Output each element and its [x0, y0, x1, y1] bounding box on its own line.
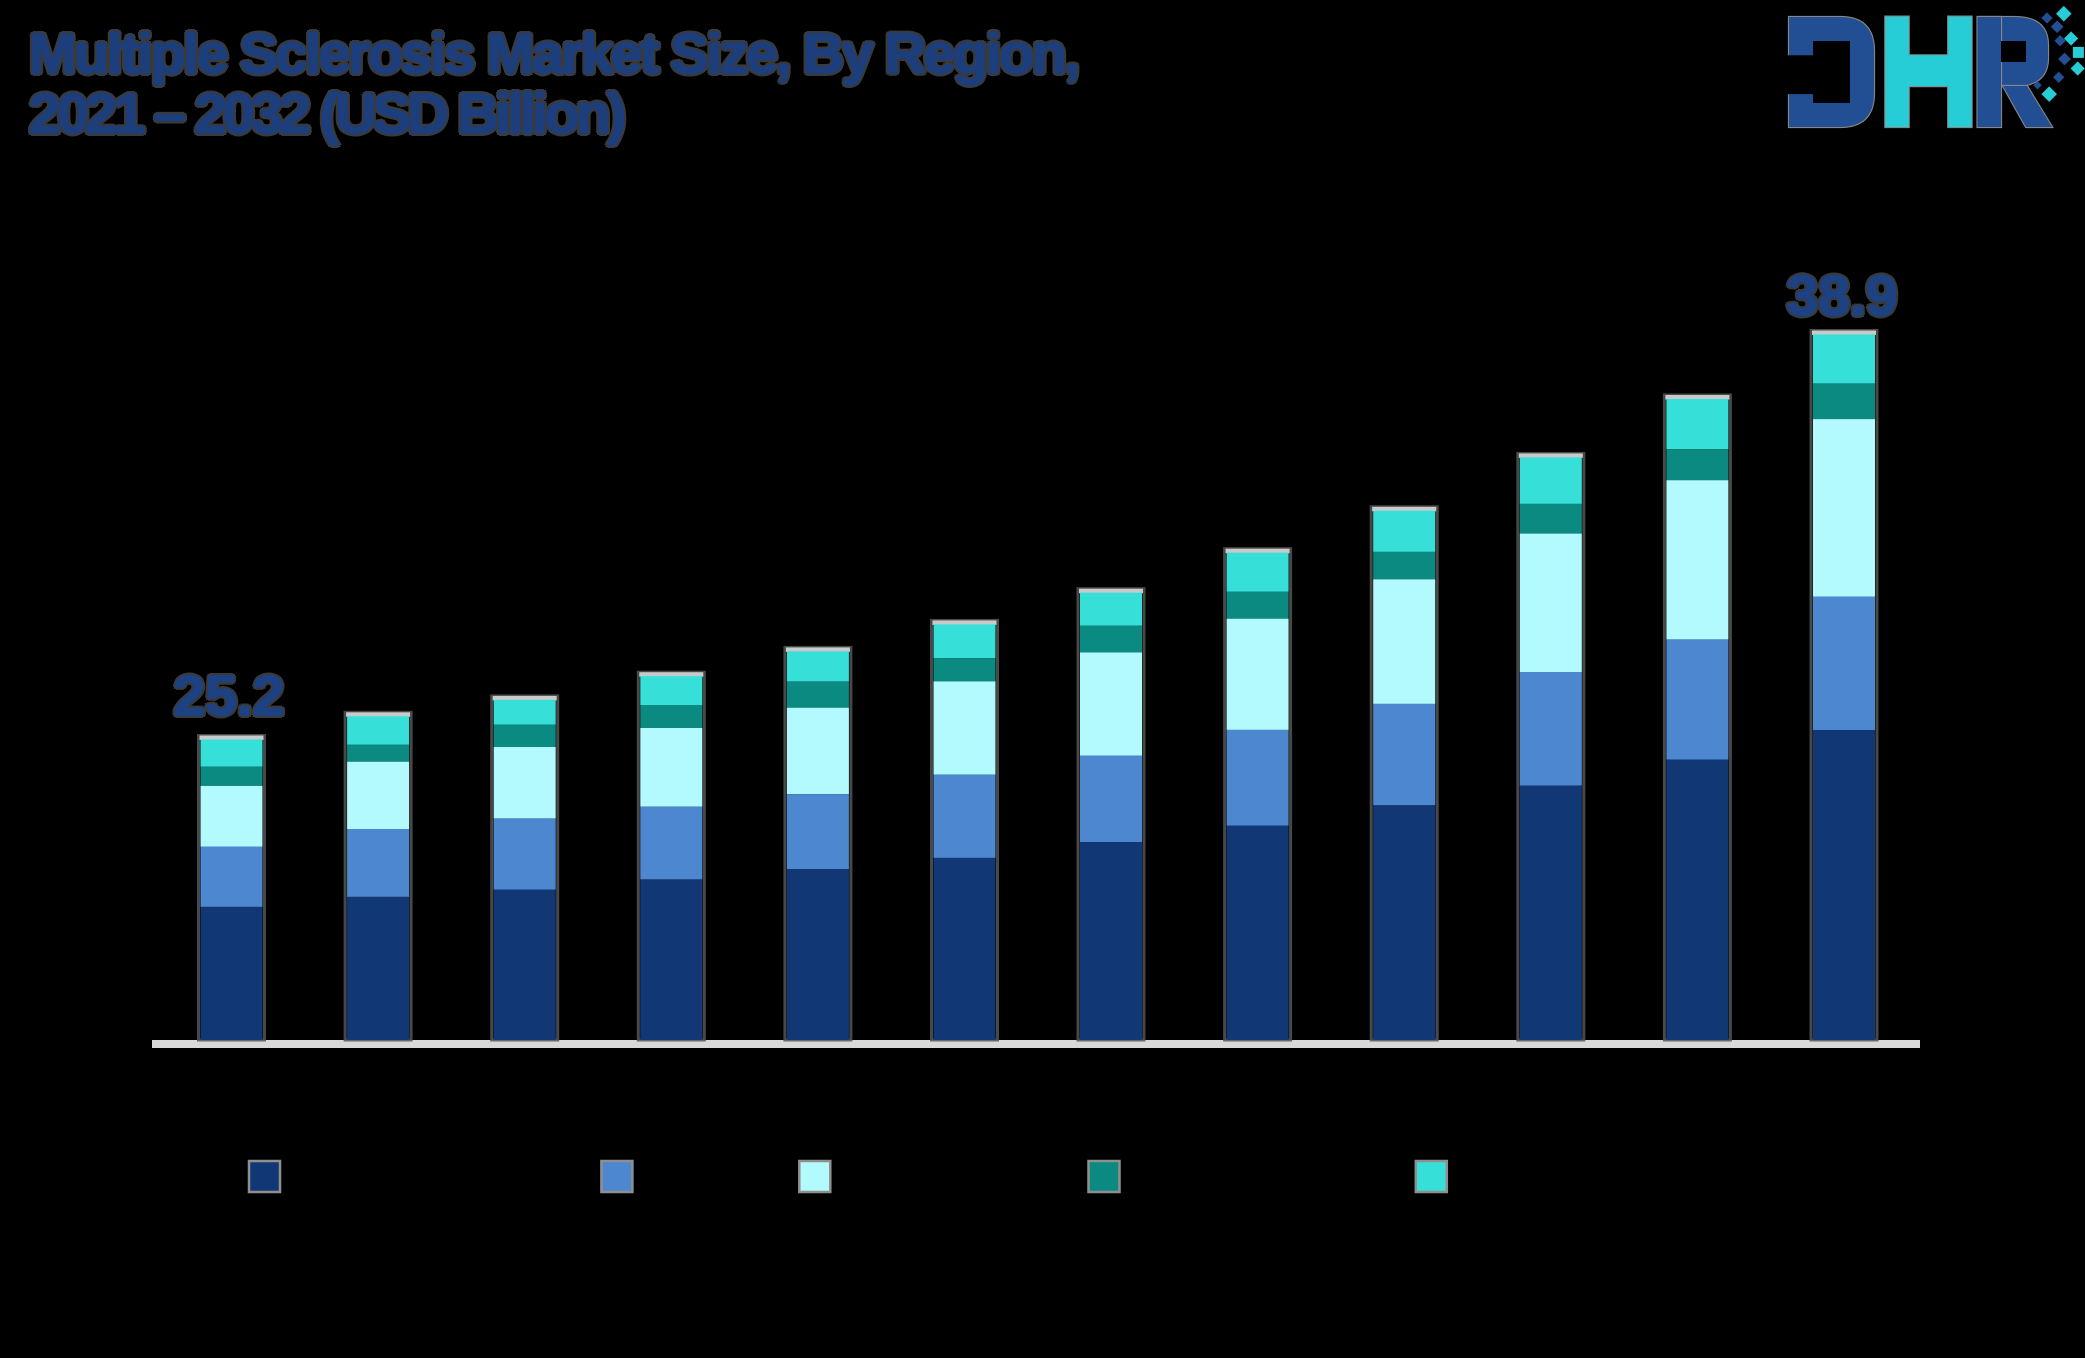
svg-text:Middle East & Africa: Middle East & Africa: [1132, 1162, 1421, 1195]
svg-text:North America: North America: [292, 1162, 498, 1195]
svg-text:2032: 2032: [1808, 1061, 1879, 1097]
svg-text:2031: 2031: [1662, 1061, 1733, 1097]
svg-text:Asia Pacific: Asia Pacific: [842, 1162, 1010, 1195]
svg-text:2023: 2023: [489, 1061, 560, 1097]
svg-text:Europe: Europe: [644, 1162, 747, 1195]
svg-text:2025: 2025: [782, 1061, 853, 1097]
svg-text:2026: 2026: [929, 1061, 1000, 1097]
svg-text:2021: 2021: [196, 1061, 267, 1097]
svg-text:2029: 2029: [1369, 1061, 1440, 1097]
svg-text:2024: 2024: [636, 1061, 707, 1097]
svg-text:2022: 2022: [343, 1061, 414, 1097]
svg-text:2030: 2030: [1515, 1061, 1586, 1097]
svg-text:2028: 2028: [1222, 1061, 1293, 1097]
svg-text:2027: 2027: [1075, 1061, 1146, 1097]
svg-text:Latin America: Latin America: [1459, 1162, 1657, 1195]
